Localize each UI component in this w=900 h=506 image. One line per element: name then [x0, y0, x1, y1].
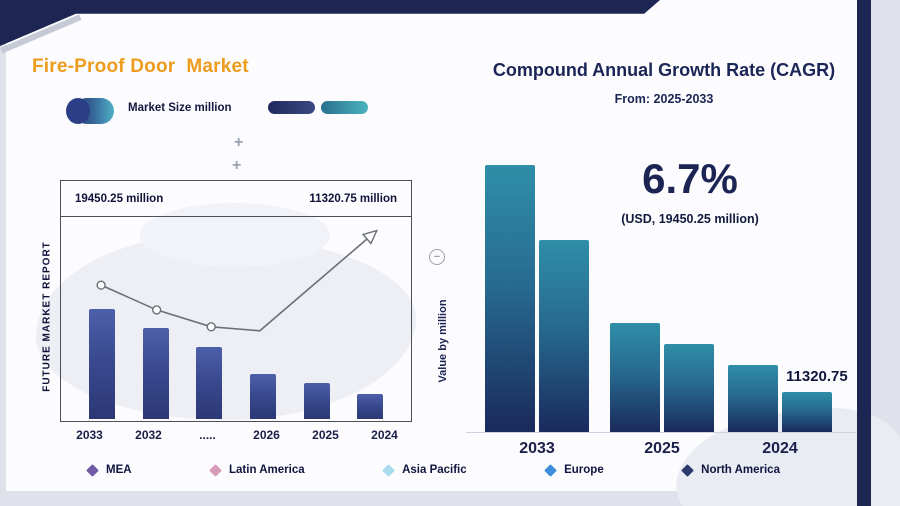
x-label-2026: 2026: [253, 428, 280, 442]
legend-item-north-america: North America: [681, 463, 780, 477]
bars-2024: [728, 365, 832, 432]
legend-label: Latin America: [229, 464, 305, 476]
chart-baseline: [466, 432, 856, 433]
left-chart-bars: [75, 249, 397, 419]
cylinder-icon: [66, 96, 116, 126]
legend-item-latin-america: Latin America: [209, 463, 305, 477]
legend-item-mea: MEA: [86, 463, 132, 477]
cagr-subtitle: From: 2025-2033: [614, 92, 714, 106]
legend-row: MEA Latin America Asia Pacific Europe North …: [86, 463, 780, 477]
legend-diamond-icon: [86, 463, 99, 477]
legend-label: Asia Pacific: [402, 464, 467, 476]
bar-group-2025: 2025: [610, 148, 714, 458]
x-label-2033: 2033: [76, 428, 103, 442]
value-annotation: 11320.75: [786, 368, 848, 385]
right-navy-stripe: [857, 0, 871, 506]
future-market-report-label: FUTURE MARKET REPORT: [41, 241, 53, 392]
cagr-value: 6.7%: [642, 155, 738, 202]
end-value-label: 11320.75 million: [309, 192, 397, 205]
minus-glyph: −: [433, 251, 441, 263]
secondary-bar-2025: [664, 344, 714, 432]
legend-item-asia-pacific: Asia Pacific: [382, 463, 467, 477]
legend-label: MEA: [106, 464, 132, 476]
primary-bar-2033: [485, 165, 535, 432]
navy-pill-icon: [268, 101, 315, 114]
chart-header: 19450.25 million 11320.75 million: [61, 181, 411, 217]
start-value-label: 19450.25 million: [75, 192, 164, 205]
legend-diamond-icon: [382, 463, 395, 477]
bar-.....: [196, 347, 223, 419]
value-by-million-label: Value by million: [437, 299, 449, 383]
primary-bar-2025: [610, 323, 660, 432]
x-label-.....: .....: [199, 428, 216, 442]
bar-group-2024: 2024: [728, 148, 832, 458]
legend-diamond-icon: [681, 463, 695, 477]
x-label-2032: 2032: [135, 428, 162, 442]
plus-icon: +: [234, 134, 244, 151]
minus-circle-icon: −: [429, 249, 445, 265]
cylinder-cap: [66, 98, 90, 124]
bar-2024: [357, 394, 384, 419]
secondary-bar-2033: [539, 240, 589, 432]
legend-item-europe: Europe: [544, 463, 604, 477]
left-chart-xlabels: 2033 2032..... 2026 2025 2024: [60, 428, 414, 442]
cagr-title: Compound Annual Growth Rate (CAGR): [492, 60, 836, 80]
primary-bar-2024: [728, 365, 778, 432]
x-label-2025: 2025: [644, 440, 680, 457]
bars-2025: [610, 323, 714, 432]
teal-pill-icon: [321, 101, 368, 114]
x-label-2025: 2025: [312, 428, 339, 442]
bars-2033: [485, 165, 589, 432]
market-size-legend-label: Market Size million: [128, 102, 232, 114]
x-label-2024: 2024: [762, 440, 798, 457]
legend-diamond-icon: [209, 463, 222, 477]
x-label-2033: 2033: [519, 440, 555, 457]
legend-label: North America: [701, 464, 780, 476]
legend-label: Europe: [564, 464, 604, 476]
cagr-note: (USD, 19450.25 million): [621, 212, 759, 226]
legend-diamond-icon: [544, 463, 557, 477]
left-chart-title: Fire-Proof Door Market: [32, 56, 249, 77]
cagr-chart: 2033 2025 2024 11320.75: [460, 148, 860, 458]
bar-2025: [303, 383, 330, 419]
market-size-chart: 19450.25 million 11320.75 million: [60, 180, 412, 422]
bar-group-2033: 2033: [485, 148, 589, 458]
bar-2032: [142, 328, 169, 419]
x-label-2024: 2024: [371, 428, 398, 442]
secondary-bar-2024: [782, 392, 832, 432]
plus-icon: +: [232, 157, 242, 174]
bar-2026: [249, 374, 276, 419]
bar-2033: [88, 309, 115, 419]
